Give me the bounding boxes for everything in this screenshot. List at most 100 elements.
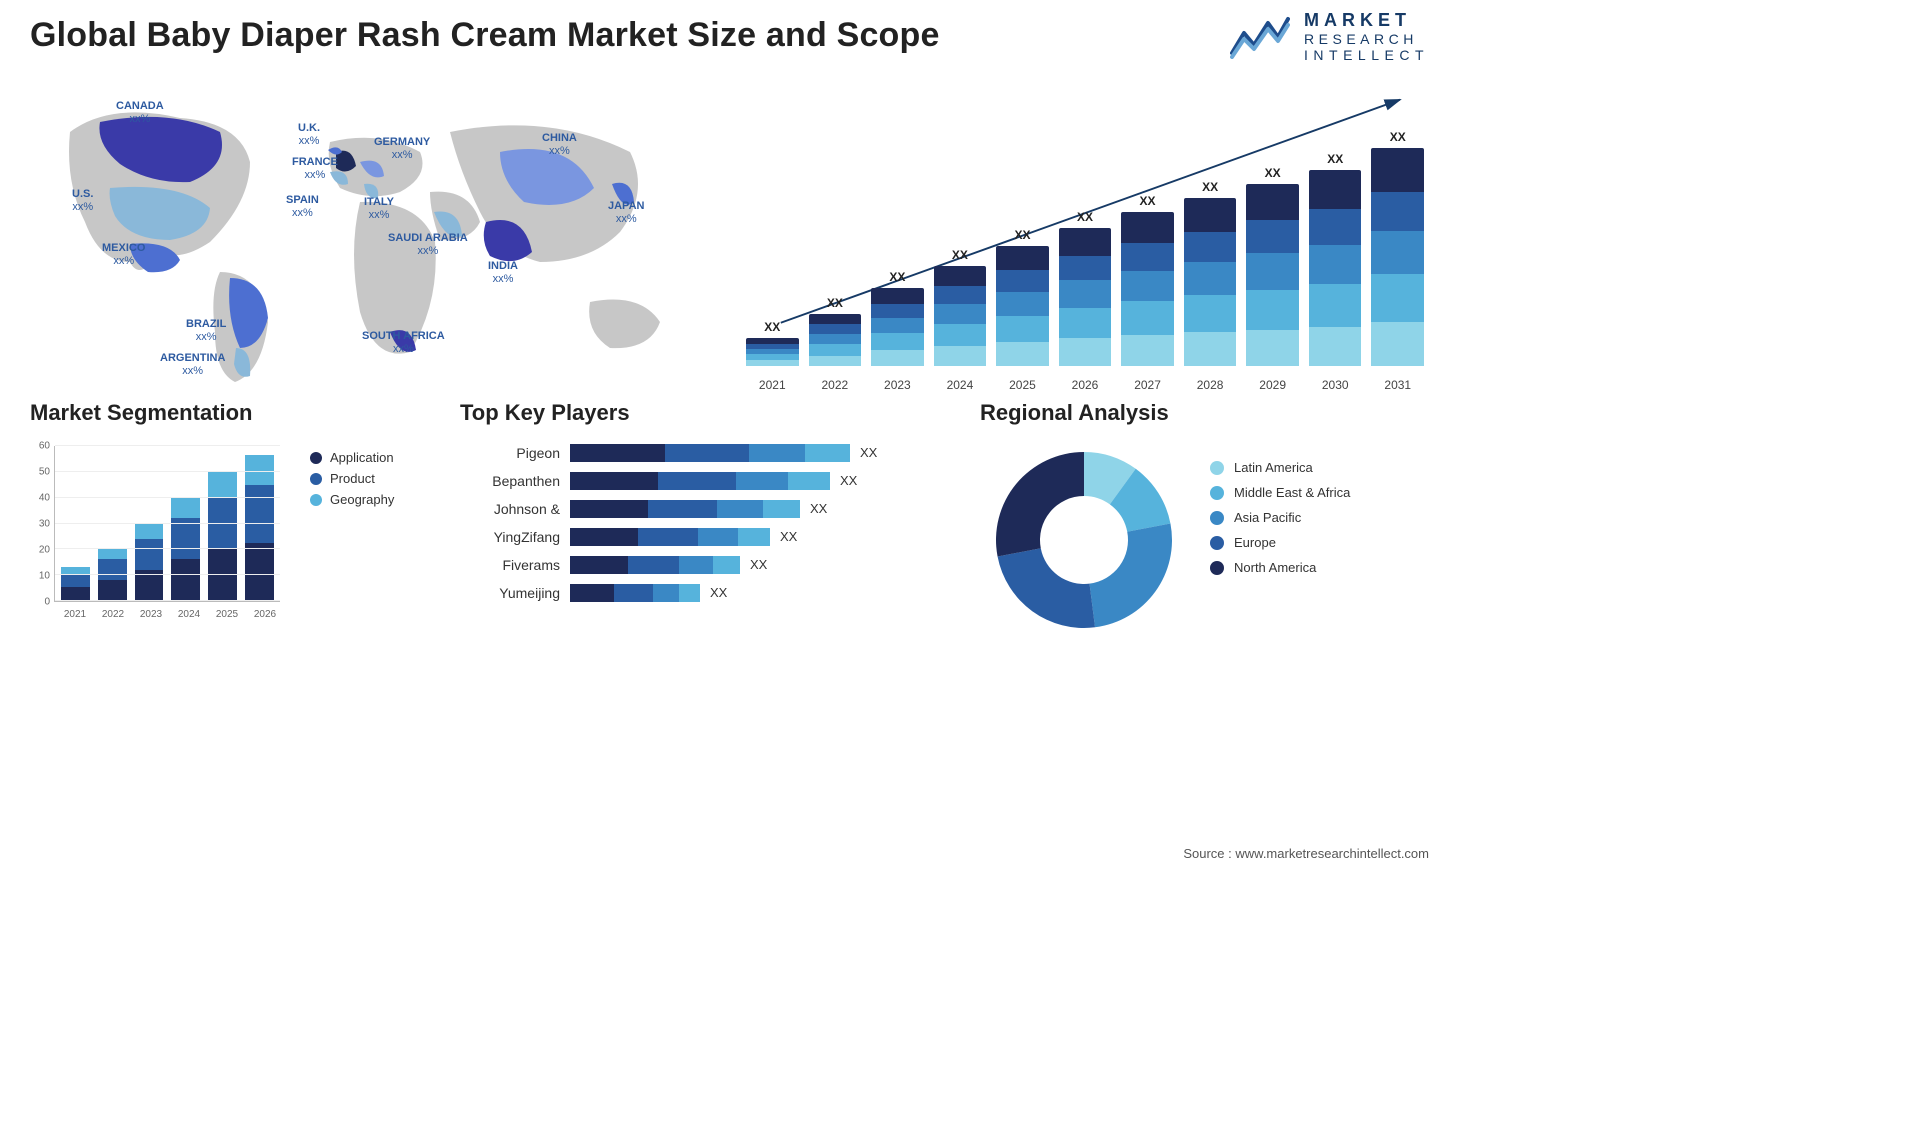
player-row: YingZifang XX — [460, 524, 950, 549]
main-bar-value-label: XX — [764, 320, 780, 334]
regional-legend-item: Europe — [1210, 535, 1350, 550]
seg-bar-2023 — [135, 523, 164, 601]
segmentation-heading: Market Segmentation — [30, 400, 440, 426]
main-xlabel: 2025 — [996, 378, 1049, 392]
player-value-label: XX — [830, 473, 857, 488]
map-label-france: FRANCExx% — [292, 156, 338, 182]
main-bar-2021: XX — [746, 320, 799, 366]
map-label-china: CHINAxx% — [542, 132, 577, 158]
seg-ylabel: 20 — [30, 545, 50, 556]
main-bar-2023: XX — [871, 270, 924, 366]
seg-ylabel: 0 — [30, 597, 50, 608]
player-name: Johnson & — [460, 501, 570, 517]
seg-legend-item: Product — [310, 471, 394, 486]
player-bar — [570, 528, 770, 546]
player-row: Bepanthen XX — [460, 468, 950, 493]
source-text: Source : www.marketresearchintellect.com — [1183, 846, 1429, 861]
main-bar-2024: XX — [934, 248, 987, 366]
player-name: Fiverams — [460, 557, 570, 573]
map-label-italy: ITALYxx% — [364, 196, 394, 222]
seg-ylabel: 50 — [30, 467, 50, 478]
seg-xlabel: 2025 — [212, 609, 242, 620]
regional-legend: Latin America Middle East & Africa Asia Pa… — [1210, 450, 1350, 585]
player-bar — [570, 500, 800, 518]
seg-ylabel: 40 — [30, 493, 50, 504]
main-xlabel: 2027 — [1121, 378, 1174, 392]
segmentation-legend: Application Product Geography — [310, 444, 394, 513]
player-row: Johnson & XX — [460, 496, 950, 521]
seg-xlabel: 2022 — [98, 609, 128, 620]
main-bar-2028: XX — [1184, 180, 1237, 366]
seg-ylabel: 10 — [30, 571, 50, 582]
logo-line2: RESEARCH — [1304, 31, 1429, 47]
main-bar-2027: XX — [1121, 194, 1174, 366]
map-label-canada: CANADAxx% — [116, 100, 164, 126]
main-bar-2022: XX — [809, 296, 862, 366]
player-value-label: XX — [850, 445, 877, 460]
seg-bar-2025 — [208, 471, 237, 601]
map-label-germany: GERMANYxx% — [374, 136, 430, 162]
seg-ylabel: 30 — [30, 519, 50, 530]
regional-legend-item: Asia Pacific — [1210, 510, 1350, 525]
main-bar-value-label: XX — [889, 270, 905, 284]
logo-line3: INTELLECT — [1304, 47, 1429, 63]
main-bar-2026: XX — [1059, 210, 1112, 366]
seg-legend-item: Geography — [310, 492, 394, 507]
page-title: Global Baby Diaper Rash Cream Market Siz… — [30, 16, 940, 55]
main-xlabel: 2024 — [934, 378, 987, 392]
player-value-label: XX — [770, 529, 797, 544]
seg-ylabel: 60 — [30, 441, 50, 452]
donut-slice — [1090, 524, 1172, 628]
seg-xlabel: 2021 — [60, 609, 90, 620]
map-label-mexico: MEXICOxx% — [102, 242, 145, 268]
regional-legend-item: Latin America — [1210, 460, 1350, 475]
main-bar-value-label: XX — [952, 248, 968, 262]
main-bar-value-label: XX — [1140, 194, 1156, 208]
main-xlabel: 2026 — [1059, 378, 1112, 392]
main-growth-chart: XXXXXXXXXXXXXXXXXXXXXX 20212022202320242… — [740, 92, 1430, 392]
player-value-label: XX — [740, 557, 767, 572]
player-name: YingZifang — [460, 529, 570, 545]
regional-donut — [984, 440, 1184, 640]
player-name: Pigeon — [460, 445, 570, 461]
player-name: Bepanthen — [460, 473, 570, 489]
player-name: Yumeijing — [460, 585, 570, 601]
main-bar-value-label: XX — [1014, 228, 1030, 242]
donut-slice — [996, 452, 1084, 556]
player-bar — [570, 556, 740, 574]
map-label-saudi-arabia: SAUDI ARABIAxx% — [388, 232, 468, 258]
main-xlabel: 2029 — [1246, 378, 1299, 392]
segmentation-chart: 0 10 20 30 40 50 60 2021 2022 2023 2024 2025 2026 — [30, 440, 280, 620]
regional-legend-item: North America — [1210, 560, 1350, 575]
main-xlabel: 2030 — [1309, 378, 1362, 392]
main-bar-2029: XX — [1246, 166, 1299, 366]
main-bar-value-label: XX — [1202, 180, 1218, 194]
brand-logo: MARKET RESEARCH INTELLECT — [1230, 10, 1429, 63]
map-label-south-africa: SOUTH AFRICAxx% — [362, 330, 445, 356]
player-bar — [570, 472, 830, 490]
map-label-brazil: BRAZILxx% — [186, 318, 226, 344]
map-label-japan: JAPANxx% — [608, 200, 644, 226]
regional-legend-item: Middle East & Africa — [1210, 485, 1350, 500]
segmentation-section: Market Segmentation 0 10 20 30 40 50 60 2021 20… — [30, 400, 440, 620]
map-label-india: INDIAxx% — [488, 260, 518, 286]
main-bar-value-label: XX — [1390, 130, 1406, 144]
seg-xlabel: 2023 — [136, 609, 166, 620]
player-bar — [570, 444, 850, 462]
main-xlabel: 2028 — [1184, 378, 1237, 392]
logo-line1: MARKET — [1304, 10, 1429, 31]
seg-xlabel: 2026 — [250, 609, 280, 620]
main-bar-2030: XX — [1309, 152, 1362, 366]
seg-bar-2026 — [245, 455, 274, 601]
player-row: Pigeon XX — [460, 440, 950, 465]
seg-legend-item: Application — [310, 450, 394, 465]
main-xlabel: 2023 — [871, 378, 924, 392]
player-row: Fiverams XX — [460, 552, 950, 577]
seg-xlabel: 2024 — [174, 609, 204, 620]
logo-mark-icon — [1230, 15, 1290, 59]
player-value-label: XX — [700, 585, 727, 600]
player-value-label: XX — [800, 501, 827, 516]
player-row: Yumeijing XX — [460, 580, 950, 605]
player-bar — [570, 584, 700, 602]
map-label-spain: SPAINxx% — [286, 194, 319, 220]
